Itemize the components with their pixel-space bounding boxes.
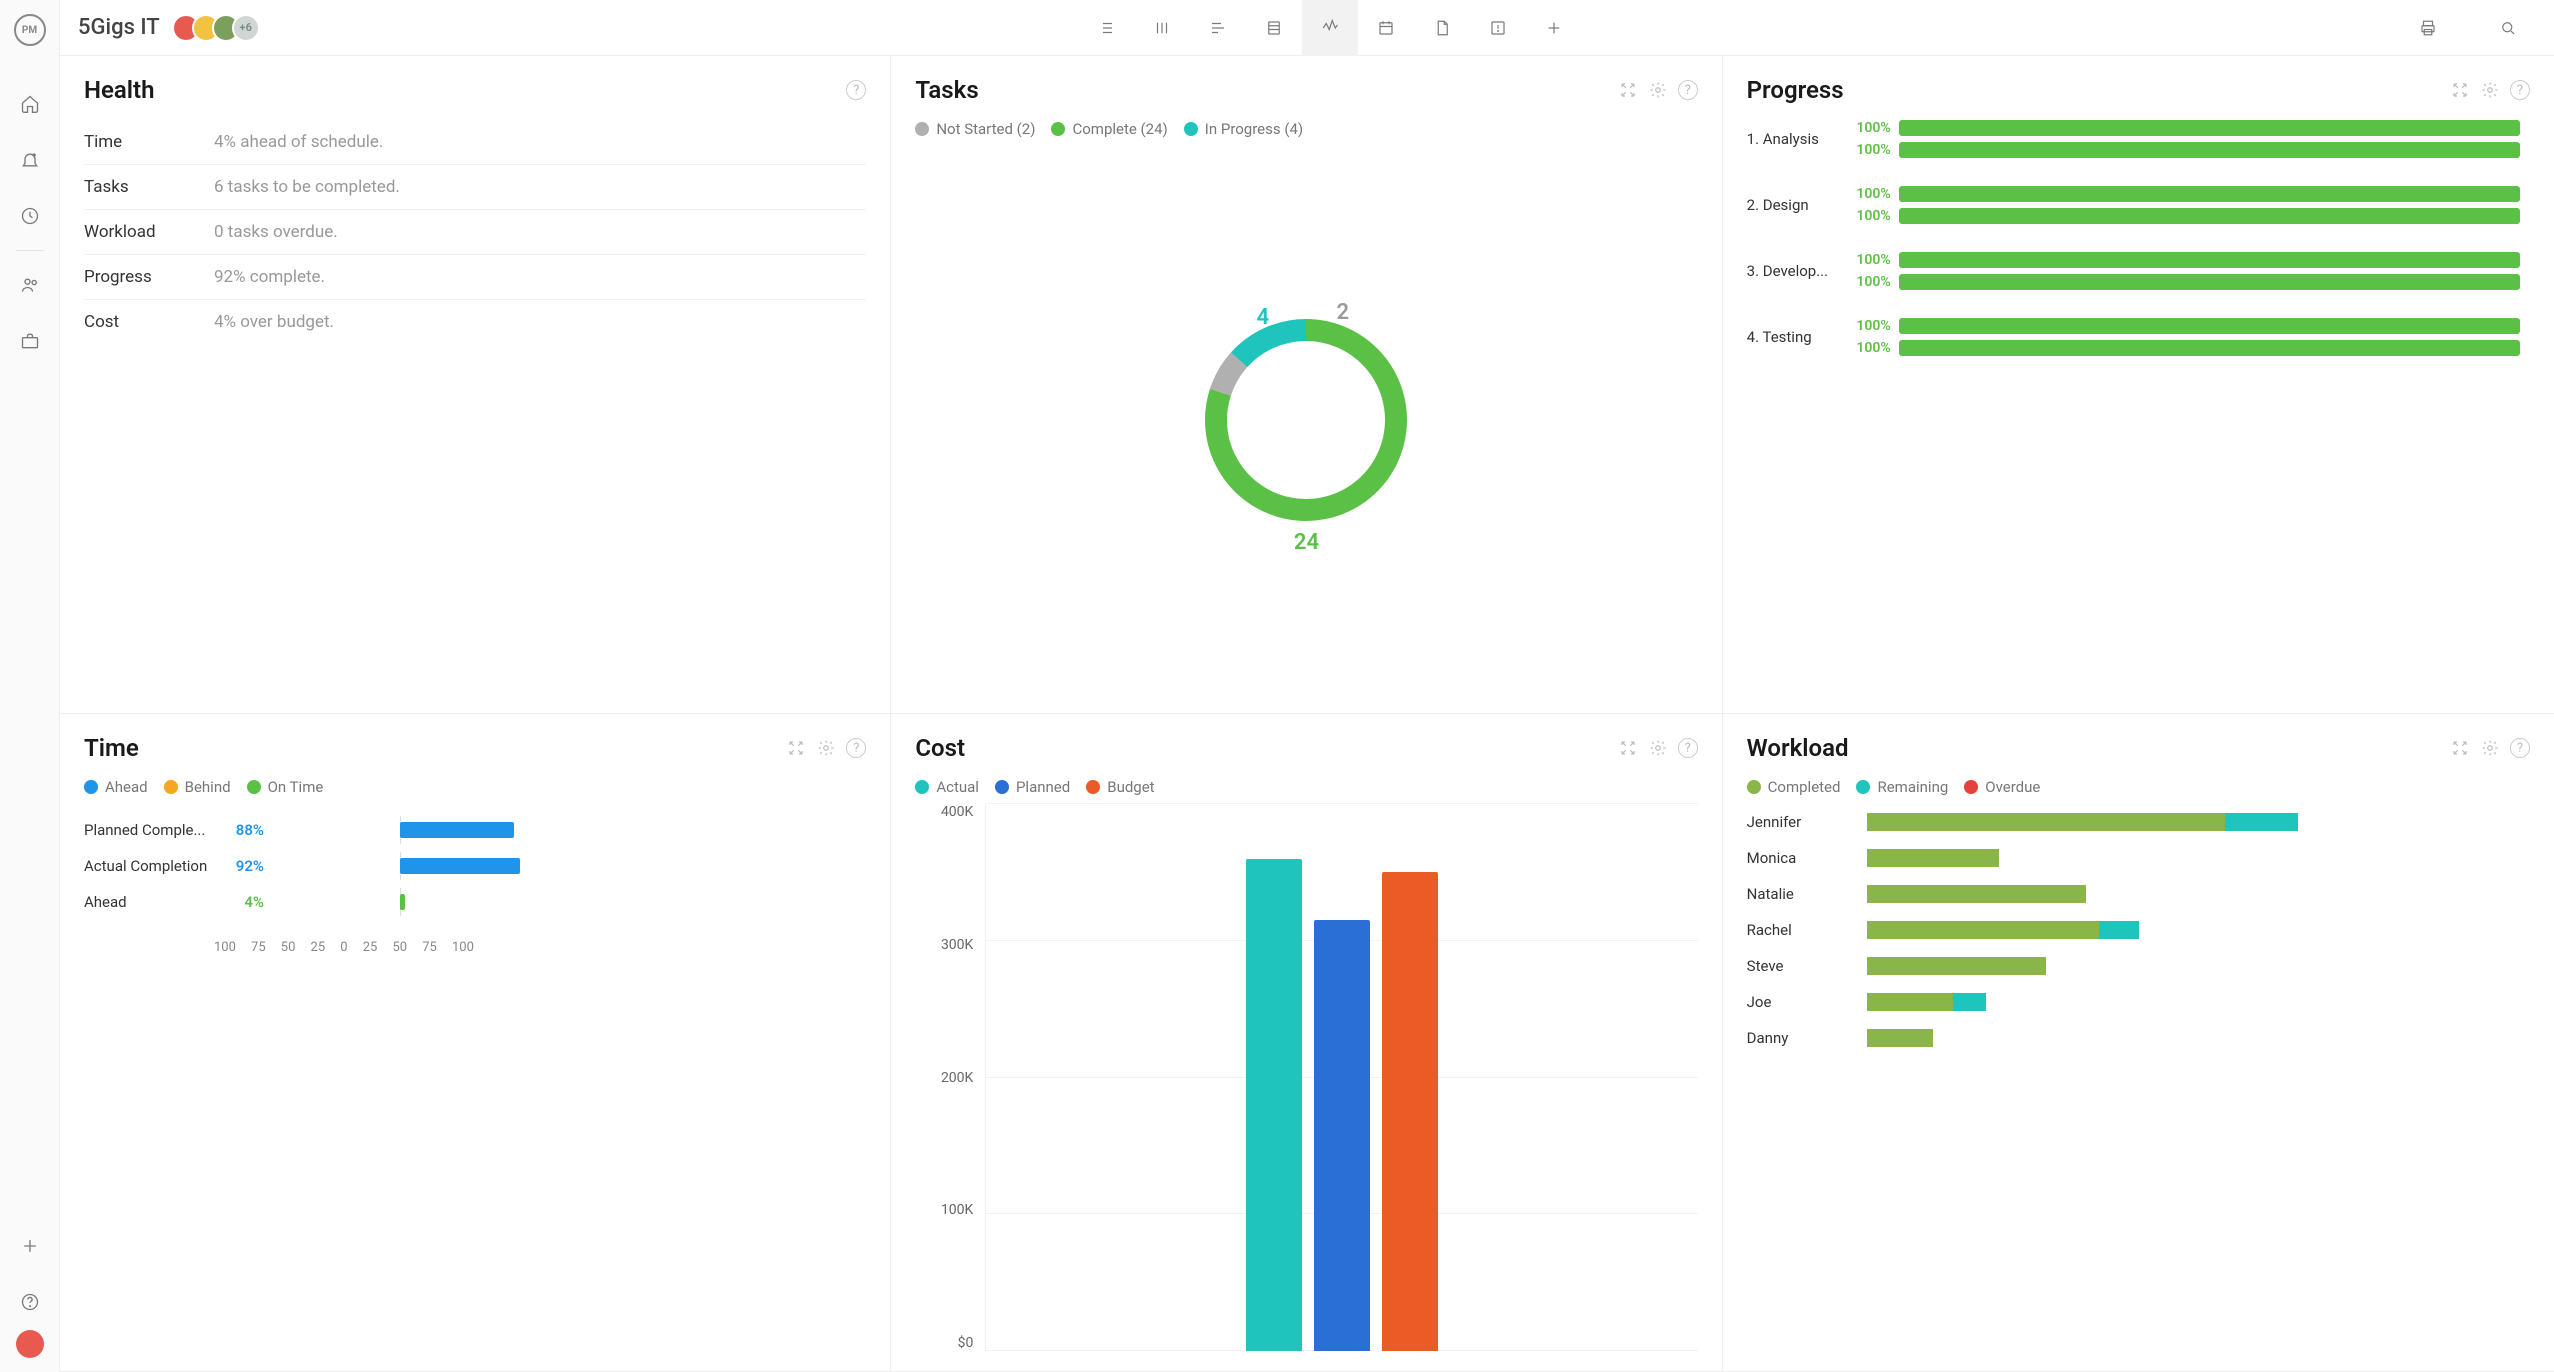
gear-icon[interactable] bbox=[816, 738, 836, 758]
user-avatar[interactable] bbox=[16, 1330, 44, 1358]
view-sheet-icon[interactable] bbox=[1246, 0, 1302, 56]
panel-title: Time bbox=[84, 734, 776, 762]
view-risk-icon[interactable] bbox=[1470, 0, 1526, 56]
print-icon[interactable] bbox=[2400, 0, 2456, 56]
help-icon[interactable]: ? bbox=[1678, 80, 1698, 100]
expand-icon[interactable] bbox=[1618, 80, 1638, 100]
view-list-icon[interactable] bbox=[1078, 0, 1134, 56]
app-logo[interactable]: PM bbox=[14, 14, 46, 46]
legend-item: Remaining bbox=[1856, 778, 1948, 796]
view-gantt-icon[interactable] bbox=[1134, 0, 1190, 56]
donut-value-label: 2 bbox=[1336, 300, 1349, 325]
workload-row: Rachel bbox=[1747, 912, 2530, 948]
health-row: Time4% ahead of schedule. bbox=[84, 120, 866, 165]
view-add-icon[interactable] bbox=[1526, 0, 1582, 56]
progress-row: 2. Design100%100% bbox=[1747, 186, 2520, 224]
people-icon[interactable] bbox=[18, 273, 42, 297]
briefcase-icon[interactable] bbox=[18, 329, 42, 353]
workload-row: Danny bbox=[1747, 1020, 2530, 1056]
progress-row: 1. Analysis100%100% bbox=[1747, 120, 2520, 158]
sidebar: PM bbox=[0, 0, 60, 1372]
legend-item: In Progress (4) bbox=[1184, 120, 1303, 138]
health-row: Progress92% complete. bbox=[84, 255, 866, 300]
time-row: Planned Comple...88% bbox=[84, 812, 866, 848]
health-row: Workload0 tasks overdue. bbox=[84, 210, 866, 255]
cost-bar bbox=[1382, 872, 1438, 1351]
legend-item: Complete (24) bbox=[1051, 120, 1167, 138]
expand-icon[interactable] bbox=[786, 738, 806, 758]
gear-icon[interactable] bbox=[2480, 738, 2500, 758]
project-avatars[interactable]: +6 bbox=[180, 14, 260, 42]
panel-cost: Cost ? ActualPlannedBudget 400K300K200K1… bbox=[891, 714, 1722, 1372]
time-row: Actual Completion92% bbox=[84, 848, 866, 884]
view-calendar-icon[interactable] bbox=[1358, 0, 1414, 56]
legend-item: Ahead bbox=[84, 778, 148, 796]
view-dashboard-icon[interactable] bbox=[1302, 0, 1358, 56]
expand-icon[interactable] bbox=[2450, 738, 2470, 758]
gear-icon[interactable] bbox=[1648, 80, 1668, 100]
help-icon[interactable]: ? bbox=[846, 738, 866, 758]
legend-item: Actual bbox=[915, 778, 979, 796]
legend-item: Planned bbox=[995, 778, 1070, 796]
workload-row: Jennifer bbox=[1747, 804, 2530, 840]
home-icon[interactable] bbox=[18, 92, 42, 116]
project-title: 5Gigs IT bbox=[78, 15, 160, 40]
legend-item: Budget bbox=[1086, 778, 1154, 796]
help-icon[interactable]: ? bbox=[2510, 738, 2530, 758]
expand-icon[interactable] bbox=[2450, 80, 2470, 100]
workload-row: Steve bbox=[1747, 948, 2530, 984]
help-icon[interactable]: ? bbox=[1678, 738, 1698, 758]
cost-bar bbox=[1246, 859, 1302, 1351]
view-file-icon[interactable] bbox=[1414, 0, 1470, 56]
gear-icon[interactable] bbox=[1648, 738, 1668, 758]
health-row: Cost4% over budget. bbox=[84, 300, 866, 344]
help-icon[interactable]: ? bbox=[2510, 80, 2530, 100]
panel-workload: Workload ? Completed Remaining Overdue Jen… bbox=[1723, 714, 2554, 1372]
progress-row: 3. Develop...100%100% bbox=[1747, 252, 2520, 290]
view-board-icon[interactable] bbox=[1190, 0, 1246, 56]
panel-title: Progress bbox=[1747, 76, 2440, 104]
avatar-more[interactable]: +6 bbox=[232, 14, 260, 42]
panel-time: Time ? Ahead Behind On Time Planned Comple… bbox=[60, 714, 891, 1372]
panel-health: Health ? Time4% ahead of schedule.Tasks6… bbox=[60, 56, 891, 714]
health-row: Tasks6 tasks to be completed. bbox=[84, 165, 866, 210]
cost-bar bbox=[1314, 920, 1370, 1351]
help-icon[interactable] bbox=[18, 1290, 42, 1314]
search-icon[interactable] bbox=[2480, 0, 2536, 56]
panel-title: Workload bbox=[1747, 734, 2440, 762]
panel-tasks: Tasks ? Not Started (2) Complete (24) In P… bbox=[891, 56, 1722, 714]
add-icon[interactable] bbox=[18, 1234, 42, 1258]
progress-row: 4. Testing100%100% bbox=[1747, 318, 2520, 356]
workload-row: Joe bbox=[1747, 984, 2530, 1020]
panel-title: Health bbox=[84, 76, 836, 104]
help-icon[interactable]: ? bbox=[846, 80, 866, 100]
legend-item: Completed bbox=[1747, 778, 1841, 796]
clock-icon[interactable] bbox=[18, 204, 42, 228]
workload-row: Monica bbox=[1747, 840, 2530, 876]
donut-value-label: 4 bbox=[1256, 305, 1269, 330]
workload-row: Natalie bbox=[1747, 876, 2530, 912]
legend-item: On Time bbox=[247, 778, 324, 796]
donut-value-label: 24 bbox=[1294, 530, 1319, 555]
bell-icon[interactable] bbox=[18, 148, 42, 172]
panel-title: Tasks bbox=[915, 76, 1607, 104]
panel-title: Cost bbox=[915, 734, 1607, 762]
legend-item: Overdue bbox=[1964, 778, 2040, 796]
topbar: 5Gigs IT +6 bbox=[60, 0, 2554, 56]
legend-item: Not Started (2) bbox=[915, 120, 1035, 138]
expand-icon[interactable] bbox=[1618, 738, 1638, 758]
time-row: Ahead4% bbox=[84, 884, 866, 920]
legend-item: Behind bbox=[164, 778, 231, 796]
panel-progress: Progress ? 1. Analysis100%100% 2. Design1… bbox=[1723, 56, 2554, 714]
gear-icon[interactable] bbox=[2480, 80, 2500, 100]
